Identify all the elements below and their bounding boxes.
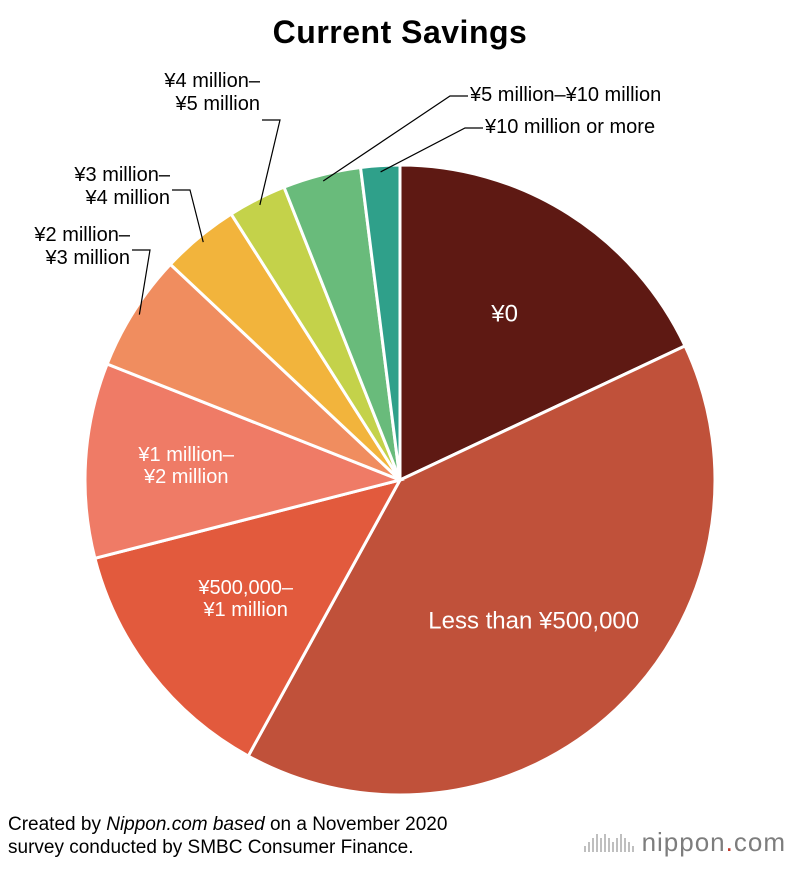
credit-prefix: Created by <box>8 814 106 835</box>
credit-line: Created by Nippon.com based on a Novembe… <box>8 813 447 861</box>
page: Current Savings ¥0Less than ¥500,000¥500… <box>0 0 800 878</box>
pie-chart-svg: ¥0 Less than ¥500,000 ¥500,000–¥1 million ¥… <box>0 0 800 878</box>
brand-logo: nippon.com <box>584 827 786 858</box>
brand-text: nippon.com <box>642 827 786 858</box>
brand-dot: . <box>726 827 734 857</box>
brand-bars-icon <box>584 834 634 852</box>
label-2m-3m: ¥2 million– ¥3 million <box>34 224 130 270</box>
credit-italic: Nippon.com based <box>106 814 264 835</box>
slice-label-zero: ¥0 <box>490 300 518 327</box>
brand-com: com <box>734 827 786 857</box>
label-3m-4m: ¥3 million– ¥4 million <box>74 164 170 210</box>
slice-label-lt500k: Less than ¥500,000 <box>428 608 639 635</box>
callout-line-3m_4m <box>172 190 203 242</box>
slice-label-500k_1m: ¥1 million <box>202 599 287 621</box>
slice-label-500k_1m: ¥500,000– <box>197 577 293 599</box>
slice-label-1m_2m: ¥1 million– <box>137 444 234 466</box>
label-5m-10m: ¥5 million–¥10 million <box>470 84 661 107</box>
credit-suffix: on a November 2020 <box>265 814 448 835</box>
label-4m-5m: ¥4 million– ¥5 million <box>164 70 260 116</box>
brand-main: nippon <box>642 827 726 857</box>
label-10m: ¥10 million or more <box>485 116 655 139</box>
credit-line2: survey conducted by SMBC Consumer Financ… <box>8 837 414 858</box>
slice-label-1m_2m: ¥2 million <box>143 466 228 488</box>
